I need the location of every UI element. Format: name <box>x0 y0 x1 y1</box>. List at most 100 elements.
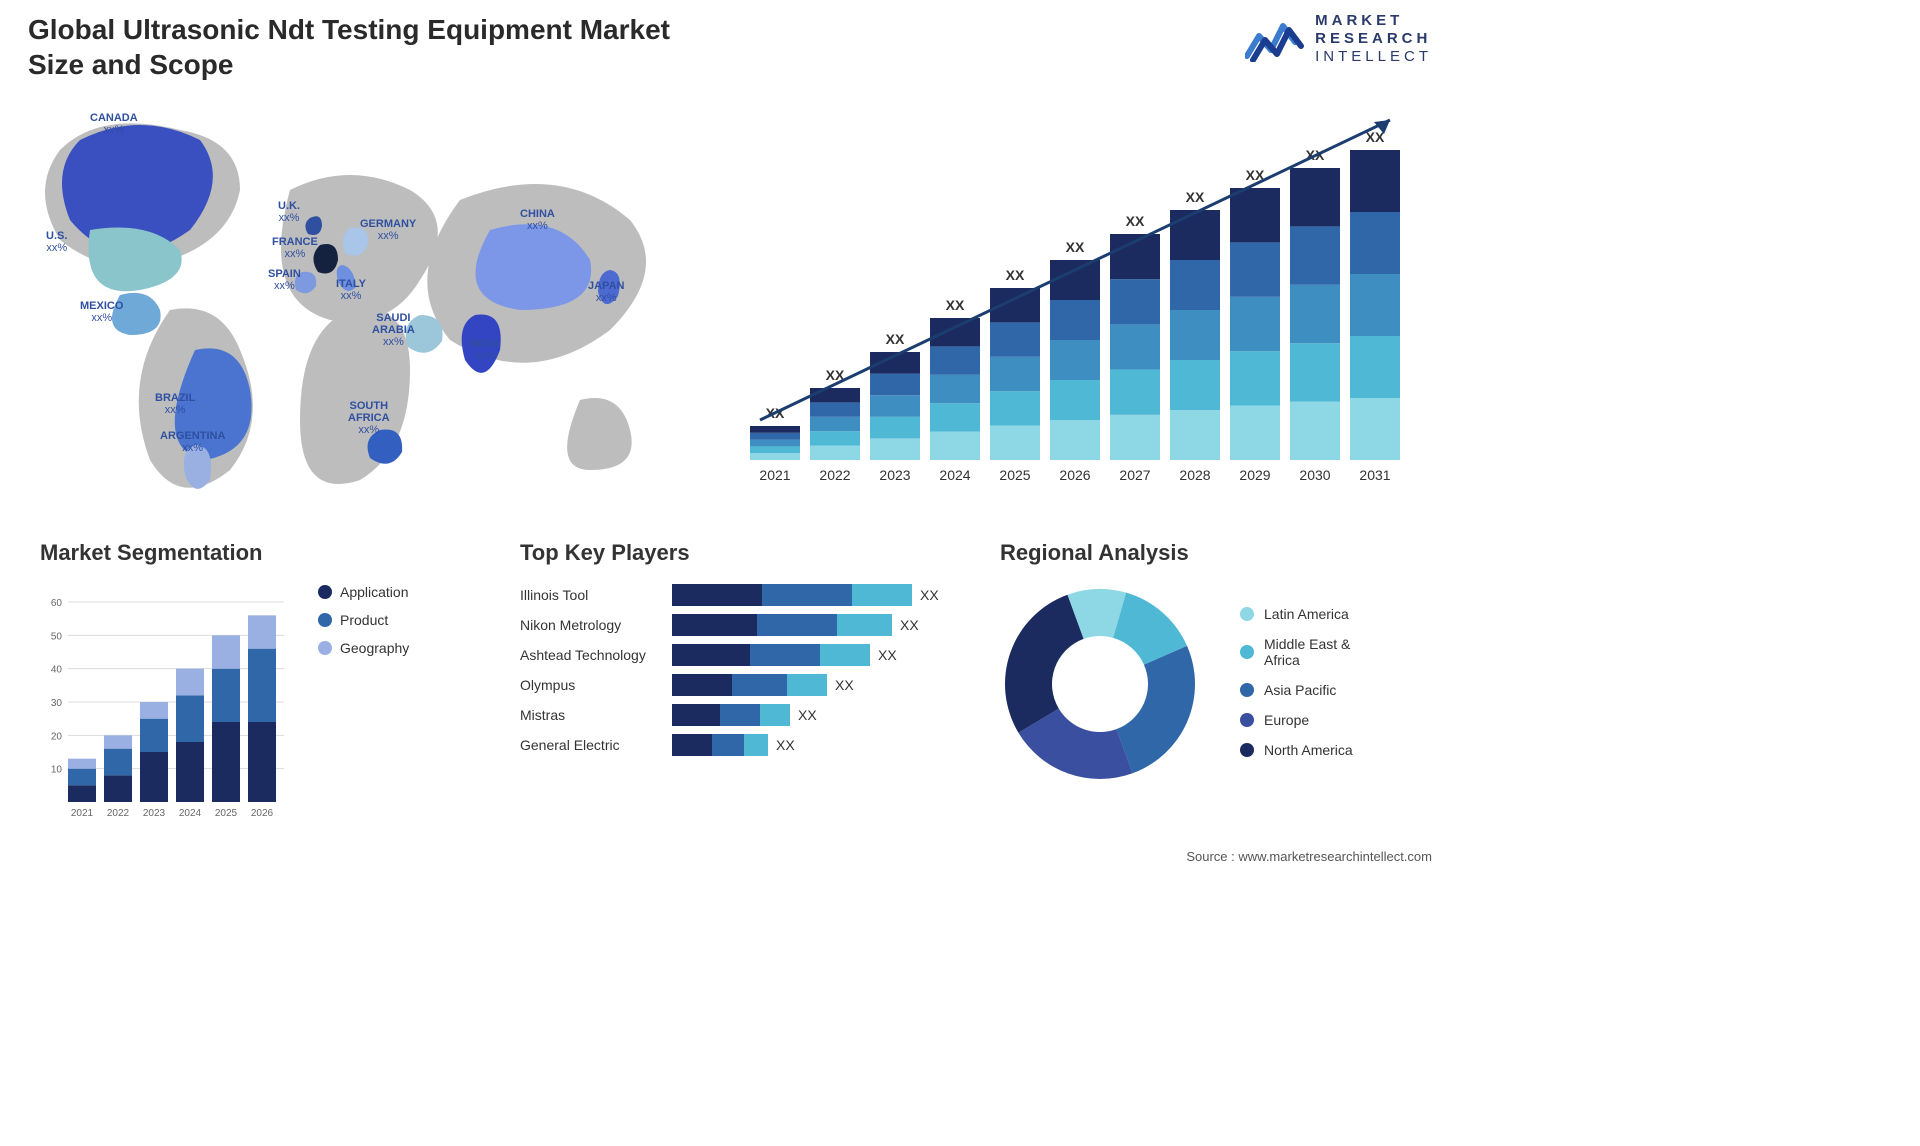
svg-text:2026: 2026 <box>251 808 274 819</box>
segmentation-section: Market Segmentation 10203040506020212022… <box>40 540 460 830</box>
legend-dot-icon <box>1240 607 1254 621</box>
legend-dot-icon <box>1240 713 1254 727</box>
player-row: Olympus XX <box>520 674 970 696</box>
svg-text:40: 40 <box>51 665 63 676</box>
svg-text:50: 50 <box>51 631 63 642</box>
legend-label: Product <box>340 612 388 628</box>
legend-label: North America <box>1264 742 1353 758</box>
player-bar <box>672 734 768 756</box>
legend-item: Geography <box>318 640 409 656</box>
player-value: XX <box>920 587 939 603</box>
legend-item: Middle East &Africa <box>1240 636 1353 668</box>
source-label: Source : www.marketresearchintellect.com <box>1186 849 1432 864</box>
bar-year-label: 2022 <box>819 467 850 483</box>
legend-item: Product <box>318 612 409 628</box>
bar-year-label: 2029 <box>1239 467 1270 483</box>
player-bar <box>672 644 870 666</box>
players-list: Illinois ToolXXNikon MetrologyXXAshtead … <box>520 584 970 756</box>
bar-year-label: 2030 <box>1299 467 1330 483</box>
map-label: CANADAxx% <box>90 112 138 136</box>
player-name: Mistras <box>520 707 660 723</box>
map-label: SAUDIARABIAxx% <box>372 312 415 348</box>
regional-title: Regional Analysis <box>1000 540 1430 566</box>
svg-text:2025: 2025 <box>215 808 238 819</box>
player-name: General Electric <box>520 737 660 753</box>
map-label: U.S.xx% <box>46 230 67 254</box>
legend-item: Latin America <box>1240 606 1353 622</box>
player-name: Nikon Metrology <box>520 617 660 633</box>
player-value: XX <box>878 647 897 663</box>
player-value: XX <box>798 707 817 723</box>
regional-legend: Latin America Middle East &Africa Asia Pac… <box>1240 606 1353 772</box>
player-value: XX <box>900 617 919 633</box>
legend-label: Asia Pacific <box>1264 682 1336 698</box>
bar-value-label: XX <box>886 331 905 347</box>
player-value: XX <box>776 737 795 753</box>
player-value: XX <box>835 677 854 693</box>
bar-value-label: XX <box>946 297 965 313</box>
bar-year-label: 2021 <box>759 467 790 483</box>
player-bar <box>672 614 892 636</box>
map-label: ARGENTINAxx% <box>160 430 225 454</box>
map-label: MEXICOxx% <box>80 300 123 324</box>
player-bar <box>672 584 912 606</box>
segmentation-chart: 102030405060202120222023202420252026 <box>40 584 300 824</box>
logo-text-1: MARKET <box>1315 12 1432 30</box>
player-bar <box>672 704 790 726</box>
svg-text:30: 30 <box>51 698 63 709</box>
main-growth-chart: XX2021XX2022XX2023XX2024XX2025XX2026XX20… <box>730 100 1430 500</box>
map-label: ITALYxx% <box>336 278 366 302</box>
map-label: SPAINxx% <box>268 268 301 292</box>
player-row: Nikon Metrology XX <box>520 614 970 636</box>
logo-text-3: INTELLECT <box>1315 48 1432 66</box>
bar-year-label: 2031 <box>1359 467 1390 483</box>
legend-label: Latin America <box>1264 606 1349 622</box>
player-name: Olympus <box>520 677 660 693</box>
map-label: SOUTHAFRICAxx% <box>348 400 390 436</box>
bar-year-label: 2026 <box>1059 467 1090 483</box>
svg-text:10: 10 <box>51 765 63 776</box>
legend-dot-icon <box>1240 743 1254 757</box>
regional-section: Regional Analysis Latin America Middle Ea… <box>1000 540 1430 830</box>
legend-dot-icon <box>1240 645 1254 659</box>
map-label: CHINAxx% <box>520 208 555 232</box>
map-label: JAPANxx% <box>588 280 624 304</box>
player-row: Mistras XX <box>520 704 970 726</box>
logo-text-2: RESEARCH <box>1315 30 1432 48</box>
main-chart-svg: XX2021XX2022XX2023XX2024XX2025XX2026XX20… <box>730 100 1430 500</box>
page-title: Global Ultrasonic Ndt Testing Equipment … <box>28 12 688 82</box>
bar-year-label: 2028 <box>1179 467 1210 483</box>
svg-text:2022: 2022 <box>107 808 130 819</box>
legend-dot-icon <box>318 641 332 655</box>
bar-value-label: XX <box>1126 213 1145 229</box>
legend-dot-icon <box>318 613 332 627</box>
bar-value-label: XX <box>1186 189 1205 205</box>
segmentation-legend: Application Product Geography <box>318 584 409 824</box>
bar-year-label: 2027 <box>1119 467 1150 483</box>
legend-label: Geography <box>340 640 409 656</box>
svg-text:2024: 2024 <box>179 808 202 819</box>
legend-dot-icon <box>318 585 332 599</box>
legend-item: Application <box>318 584 409 600</box>
svg-text:2023: 2023 <box>143 808 166 819</box>
svg-text:2021: 2021 <box>71 808 94 819</box>
legend-item: Europe <box>1240 712 1353 728</box>
bar-year-label: 2024 <box>939 467 970 483</box>
player-row: Illinois ToolXX <box>520 584 970 606</box>
bar-value-label: XX <box>1066 239 1085 255</box>
player-row: Ashtead Technology XX <box>520 644 970 666</box>
legend-label: Application <box>340 584 409 600</box>
regional-donut <box>1000 584 1210 794</box>
map-label: INDIAxx% <box>470 338 500 362</box>
player-name: Ashtead Technology <box>520 647 660 663</box>
map-label: U.K.xx% <box>278 200 300 224</box>
svg-text:20: 20 <box>51 731 63 742</box>
map-label: FRANCExx% <box>272 236 318 260</box>
bar-year-label: 2025 <box>999 467 1030 483</box>
legend-item: North America <box>1240 742 1353 758</box>
players-section: Top Key Players Illinois ToolXXNikon Met… <box>520 540 970 830</box>
bar-value-label: XX <box>1006 267 1025 283</box>
map-label: BRAZILxx% <box>155 392 195 416</box>
player-row: General Electric XX <box>520 734 970 756</box>
legend-dot-icon <box>1240 683 1254 697</box>
